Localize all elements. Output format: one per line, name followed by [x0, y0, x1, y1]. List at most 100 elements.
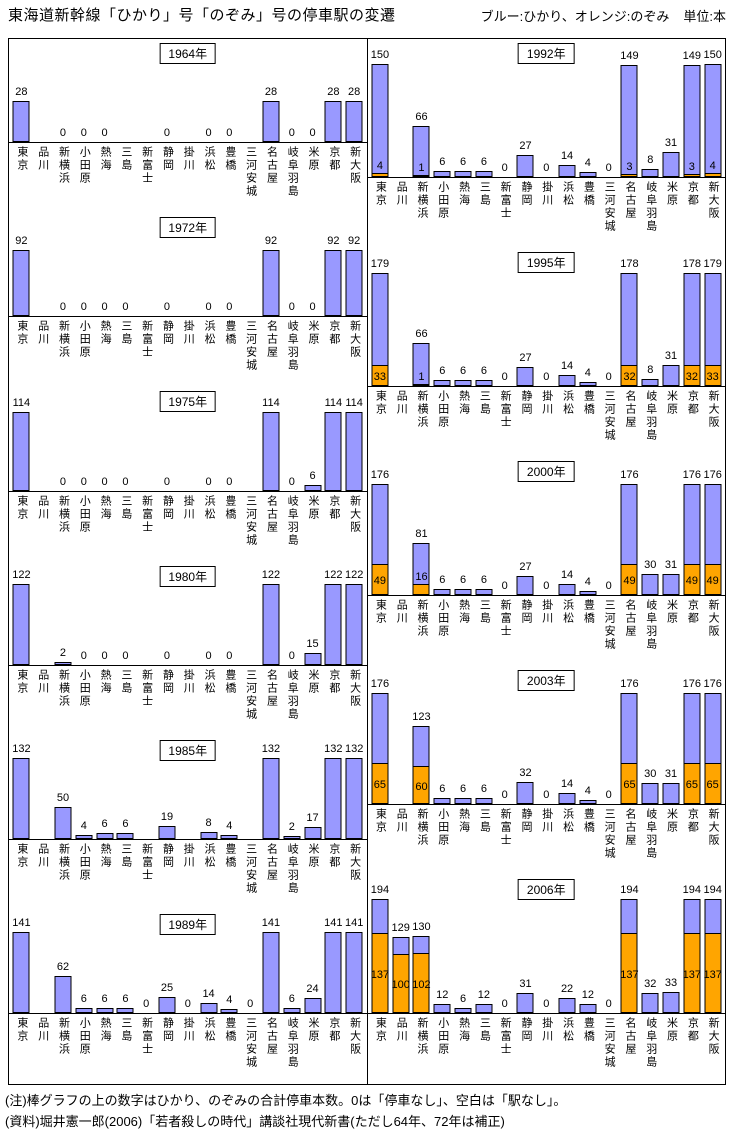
- bar: [475, 171, 493, 177]
- total-count-label: 2: [59, 646, 67, 659]
- station-label: 京都: [681, 599, 702, 666]
- bar: [516, 155, 534, 177]
- station-column: 65 176: [619, 666, 640, 804]
- station-name: 小田原: [78, 494, 91, 534]
- station-column: 114: [261, 387, 282, 491]
- left-chart-column: 1964年 28 0 0 0 0 0 0 28 0 0 28 28 東京 品川 新横浜 小田原 熱海 三島 新富士 静岡…: [9, 39, 368, 1084]
- station-label: 静岡: [157, 843, 178, 910]
- station-label: 三島: [473, 599, 494, 666]
- station-column: 14: [557, 248, 578, 386]
- station-name: 新大阪: [348, 146, 361, 186]
- station-column: 6: [94, 910, 115, 1014]
- station-label: 浜松: [557, 181, 578, 248]
- station-label: 新大阪: [344, 146, 365, 213]
- total-count-label: 0: [605, 371, 612, 383]
- bar: [116, 832, 134, 839]
- station-name: 豊橋: [223, 146, 236, 173]
- page-title: 東海道新幹線「ひかり」号「のぞみ」号の停車駅の変遷: [8, 7, 396, 24]
- station-column: 27: [515, 248, 536, 386]
- bar: [641, 379, 659, 386]
- station-label: 京都: [323, 669, 344, 736]
- total-count-label: 132: [12, 742, 31, 755]
- station-name: 名古屋: [265, 668, 278, 708]
- station-name: 新横浜: [415, 1017, 428, 1056]
- bar: [412, 126, 430, 177]
- station-label: 岐阜羽島: [281, 1017, 302, 1084]
- station-name: 新横浜: [415, 181, 428, 220]
- total-count-label: 194: [682, 884, 702, 896]
- station-name: 名古屋: [623, 808, 636, 847]
- station-label: 三河安城: [598, 1017, 619, 1084]
- station-label: 新横浜: [53, 146, 74, 213]
- bar: [324, 101, 342, 143]
- station-name: 掛川: [182, 320, 195, 347]
- station-name: 浜松: [203, 668, 216, 695]
- station-name: 岐阜羽島: [644, 181, 657, 233]
- bar: [558, 375, 576, 386]
- total-count-label: 17: [306, 811, 319, 824]
- total-count-label: 0: [226, 127, 233, 140]
- station-label: 品川: [32, 1017, 53, 1084]
- chart-1964: 1964年 28 0 0 0 0 0 0 28 0 0 28 28 東京 品川 新横浜 小田原 熱海 三島 新富士 静岡…: [9, 39, 367, 213]
- station-name: 新横浜: [57, 320, 70, 360]
- station-name: 三河安城: [603, 181, 616, 233]
- station-label: 三島: [473, 808, 494, 875]
- station-column: 49 176: [619, 457, 640, 595]
- bar: [662, 152, 680, 177]
- station-column: 32 178: [681, 248, 702, 386]
- station-label: 浜松: [198, 320, 219, 387]
- station-name: 新富士: [140, 320, 153, 360]
- station-label: 東京: [370, 808, 391, 875]
- total-count-label: 92: [348, 235, 361, 248]
- total-count-label: 176: [370, 469, 390, 481]
- station-name: 浜松: [561, 808, 574, 834]
- station-name: 品川: [395, 181, 408, 207]
- bar: [516, 993, 534, 1013]
- station-column: 6: [281, 910, 302, 1014]
- station-label: 熱海: [453, 390, 474, 457]
- bar: [641, 574, 659, 595]
- station-label: 豊橋: [219, 1017, 240, 1084]
- total-count-label: 178: [682, 258, 702, 270]
- nozomi-count-label: 100: [391, 979, 410, 991]
- total-count-label: 130: [412, 921, 431, 933]
- station-name: 掛川: [540, 390, 553, 416]
- station-column: [390, 666, 411, 804]
- station-name: 三島: [119, 494, 132, 521]
- bar: [433, 1004, 451, 1013]
- station-name: 新富士: [499, 808, 512, 847]
- bar: [641, 783, 659, 804]
- station-label: 熱海: [453, 181, 474, 248]
- station-column: [390, 457, 411, 595]
- total-count-label: 6: [439, 365, 446, 377]
- station-column: 8: [198, 736, 219, 839]
- total-count-label: 4: [80, 819, 87, 832]
- total-count-label: 19: [160, 810, 174, 823]
- station-label: 名古屋: [261, 320, 282, 387]
- station-label: 掛川: [536, 1017, 557, 1084]
- nozomi-segment: [372, 173, 388, 176]
- station-label: 小田原: [73, 146, 94, 213]
- bar: [12, 757, 30, 839]
- station-name: 豊橋: [582, 181, 595, 207]
- station-label: 米原: [661, 390, 682, 457]
- station-label: 名古屋: [619, 181, 640, 248]
- station-name: 三島: [119, 146, 132, 173]
- station-label: 浜松: [557, 599, 578, 666]
- station-column: 0: [598, 39, 619, 177]
- station-labels-row: 東京 品川 新横浜 小田原 熱海 三島 新富士 静岡 掛川 浜松 豊橋 三河安城 名古屋 岐阜羽島 米原 京都…: [11, 492, 365, 562]
- station-name: 掛川: [540, 1017, 553, 1043]
- chart-1985: 1985年 132 50 4 6 6 19 8 4 132 2 17 132 132 東京 品川 新横浜 小田原熱…: [9, 736, 367, 910]
- total-count-label: 0: [605, 162, 612, 174]
- total-count-label: 4: [226, 819, 233, 832]
- station-column: 1 66: [411, 248, 432, 386]
- station-name: 新大阪: [707, 599, 720, 638]
- station-name: 三河安城: [244, 668, 257, 721]
- station-name: 名古屋: [265, 320, 278, 360]
- station-label: 新横浜: [411, 808, 432, 875]
- station-name: 新大阪: [707, 390, 720, 429]
- station-name: 熱海: [457, 1017, 470, 1043]
- station-label: 東京: [11, 669, 32, 736]
- station-name: 三島: [478, 1017, 491, 1043]
- nozomi-segment: [393, 954, 409, 1012]
